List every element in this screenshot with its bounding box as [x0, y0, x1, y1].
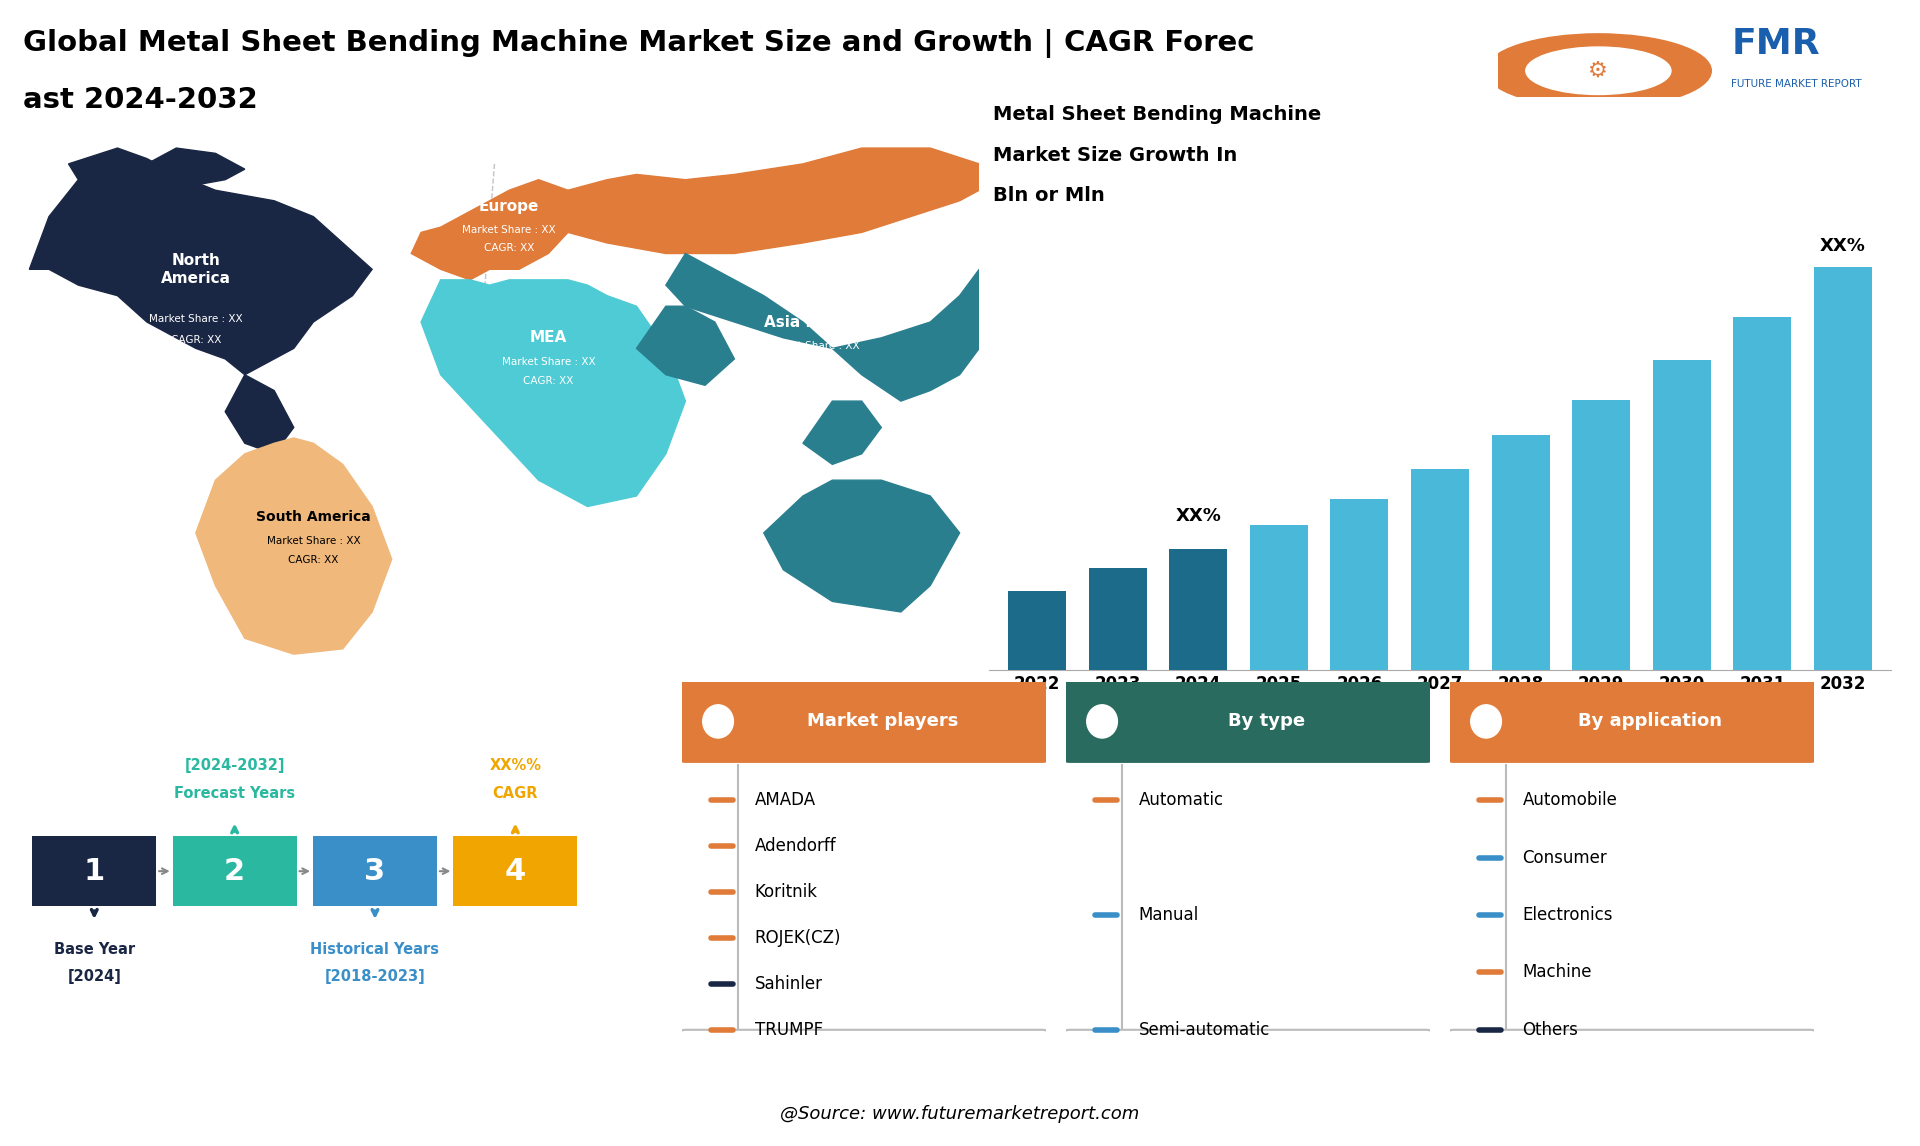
- FancyBboxPatch shape: [1444, 680, 1820, 763]
- FancyBboxPatch shape: [313, 837, 438, 906]
- FancyBboxPatch shape: [453, 837, 578, 906]
- Text: South America: South America: [255, 510, 371, 524]
- Text: Market Share : XX: Market Share : XX: [766, 340, 860, 351]
- Text: Market Share : XX: Market Share : XX: [501, 356, 595, 367]
- FancyBboxPatch shape: [1446, 1030, 1818, 1085]
- Text: XX%: XX%: [1175, 507, 1221, 525]
- Text: Base Year: Base Year: [54, 942, 134, 957]
- Text: Manual: Manual: [1139, 906, 1198, 924]
- Text: Others: Others: [1523, 1021, 1578, 1038]
- Text: By application: By application: [1578, 713, 1722, 730]
- Text: 4: 4: [505, 857, 526, 886]
- Text: Market Share : XX: Market Share : XX: [267, 536, 361, 545]
- Bar: [1814, 267, 1872, 670]
- Text: CAGR: XX: CAGR: XX: [484, 243, 534, 253]
- Polygon shape: [411, 180, 588, 280]
- Text: By type: By type: [1227, 713, 1306, 730]
- Text: [2018-2023]: [2018-2023]: [324, 968, 426, 984]
- Circle shape: [1526, 47, 1670, 94]
- Text: CAGR: XX: CAGR: XX: [522, 376, 574, 386]
- Text: Historical Years: Historical Years: [311, 942, 440, 957]
- Text: Global Metal Sheet Bending Machine Market Size and Growth | CAGR Forec: Global Metal Sheet Bending Machine Marke…: [23, 29, 1254, 57]
- Bar: [1492, 435, 1549, 670]
- Polygon shape: [666, 253, 979, 401]
- Polygon shape: [29, 148, 372, 375]
- FancyBboxPatch shape: [33, 837, 156, 906]
- Polygon shape: [803, 401, 881, 464]
- Text: MEA: MEA: [530, 330, 566, 345]
- Polygon shape: [420, 280, 685, 507]
- Text: FUTURE MARKET REPORT: FUTURE MARKET REPORT: [1732, 79, 1862, 89]
- Polygon shape: [637, 306, 735, 385]
- Polygon shape: [538, 148, 979, 253]
- Bar: [1089, 568, 1146, 670]
- Text: Semi-automatic: Semi-automatic: [1139, 1021, 1269, 1038]
- Text: 3: 3: [365, 857, 386, 886]
- Text: XX%%: XX%%: [490, 759, 541, 774]
- Text: Market Size Growth In: Market Size Growth In: [993, 146, 1236, 165]
- Text: Electronics: Electronics: [1523, 906, 1613, 924]
- Bar: [1572, 400, 1630, 670]
- Text: Koritnik: Koritnik: [755, 884, 818, 901]
- Text: Asia Pacific: Asia Pacific: [764, 314, 862, 330]
- Text: Bln or Mln: Bln or Mln: [993, 186, 1104, 205]
- Text: ast 2024-2032: ast 2024-2032: [23, 86, 257, 113]
- Polygon shape: [196, 438, 392, 654]
- Text: TRUMPF: TRUMPF: [755, 1021, 822, 1038]
- Text: North
America: North America: [161, 252, 230, 286]
- FancyBboxPatch shape: [676, 680, 1052, 763]
- Text: 1: 1: [84, 857, 106, 886]
- Bar: [1169, 549, 1227, 670]
- Bar: [1411, 469, 1469, 670]
- Text: Market Share : XX: Market Share : XX: [150, 314, 242, 324]
- Text: Market players: Market players: [806, 713, 958, 730]
- Text: Market Share : XX: Market Share : XX: [463, 225, 557, 235]
- Bar: [1331, 499, 1388, 670]
- FancyBboxPatch shape: [678, 1030, 1050, 1085]
- Text: Forecast Years: Forecast Years: [175, 786, 296, 801]
- Text: Consumer: Consumer: [1523, 849, 1607, 866]
- Circle shape: [703, 705, 733, 738]
- Bar: [1008, 590, 1066, 670]
- Bar: [1653, 360, 1711, 670]
- FancyBboxPatch shape: [1062, 1030, 1434, 1085]
- Text: [2024]: [2024]: [67, 968, 121, 984]
- Bar: [1250, 525, 1308, 670]
- Polygon shape: [148, 148, 246, 185]
- Text: Sahinler: Sahinler: [755, 975, 822, 992]
- Text: @Source: www.futuremarketreport.com: @Source: www.futuremarketreport.com: [780, 1105, 1140, 1123]
- Text: Europe: Europe: [478, 198, 540, 213]
- Polygon shape: [225, 375, 294, 454]
- Text: Automobile: Automobile: [1523, 792, 1617, 809]
- Text: CAGR: CAGR: [493, 786, 538, 801]
- Text: CAGR: XX: CAGR: XX: [787, 360, 837, 370]
- Text: XX%: XX%: [1820, 237, 1866, 254]
- Polygon shape: [764, 480, 960, 612]
- Text: Metal Sheet Bending Machine: Metal Sheet Bending Machine: [993, 105, 1321, 125]
- Circle shape: [1087, 705, 1117, 738]
- Text: AMADA: AMADA: [755, 792, 816, 809]
- Circle shape: [1486, 34, 1711, 108]
- Circle shape: [1471, 705, 1501, 738]
- Text: [2024-2032]: [2024-2032]: [184, 759, 284, 774]
- Bar: [1734, 317, 1791, 670]
- FancyBboxPatch shape: [1060, 680, 1436, 763]
- FancyBboxPatch shape: [173, 837, 298, 906]
- Text: CAGR: XX: CAGR: XX: [171, 336, 221, 345]
- Text: ROJEK(CZ): ROJEK(CZ): [755, 929, 841, 947]
- Text: Machine: Machine: [1523, 964, 1592, 981]
- Text: FMR: FMR: [1732, 28, 1820, 62]
- Text: Adendorff: Adendorff: [755, 838, 837, 855]
- Text: ⚙: ⚙: [1588, 61, 1609, 80]
- Text: CAGR: XX: CAGR: XX: [288, 556, 338, 565]
- Text: Automatic: Automatic: [1139, 792, 1223, 809]
- Text: 2: 2: [225, 857, 246, 886]
